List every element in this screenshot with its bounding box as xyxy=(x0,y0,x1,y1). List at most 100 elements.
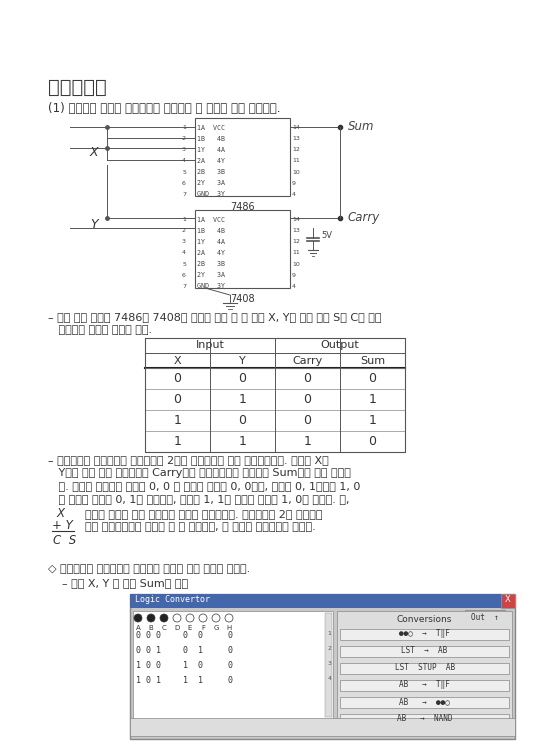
Circle shape xyxy=(147,614,155,622)
Text: 1: 1 xyxy=(304,435,311,448)
Text: AB   →  T‖F: AB → T‖F xyxy=(399,680,450,689)
Text: 0: 0 xyxy=(228,646,233,655)
Text: 6: 6 xyxy=(182,273,186,277)
Text: B: B xyxy=(149,625,154,631)
Text: 0: 0 xyxy=(368,435,376,448)
Text: Y: Y xyxy=(239,355,246,366)
Text: H: H xyxy=(227,625,232,631)
Text: LST  STUP  AB: LST STUP AB xyxy=(394,663,455,672)
Text: AB   →  ●●○: AB → ●●○ xyxy=(399,697,450,706)
Text: (1) 예비에서 구성한 반가산기를 구성하고 그 결과를 비교 검토하라.: (1) 예비에서 구성한 반가산기를 구성하고 그 결과를 비교 검토하라. xyxy=(48,102,280,115)
Text: ｉ．가산기: ｉ．가산기 xyxy=(48,78,107,97)
Text: 11: 11 xyxy=(292,158,300,164)
Text: X: X xyxy=(174,355,181,366)
Bar xyxy=(340,663,509,674)
Text: Y: Y xyxy=(90,219,98,231)
Bar xyxy=(145,338,405,452)
Circle shape xyxy=(212,614,220,622)
Text: Sum: Sum xyxy=(348,121,375,133)
Text: 1: 1 xyxy=(327,631,331,636)
Text: LST  →  AB: LST → AB xyxy=(401,646,448,655)
Text: 13: 13 xyxy=(292,136,300,141)
Text: ◇ 반가산기를 워크벤치로 확인하면 다음과 같은 결과를 얻는다.: ◇ 반가산기를 워크벤치로 확인하면 다음과 같은 결과를 얻는다. xyxy=(48,564,251,574)
Text: 0: 0 xyxy=(228,676,233,685)
Text: 1 0 1: 1 0 1 xyxy=(136,676,161,685)
Text: X: X xyxy=(505,595,511,604)
Bar xyxy=(130,594,515,608)
Text: Carry: Carry xyxy=(293,355,322,366)
Text: 1: 1 xyxy=(368,393,376,406)
Text: 0  0: 0 0 xyxy=(183,631,203,640)
Text: ●●○  →  T‖F: ●●○ → T‖F xyxy=(399,629,450,638)
Text: 0: 0 xyxy=(368,372,376,385)
Text: Sum: Sum xyxy=(360,355,385,366)
Text: 3: 3 xyxy=(182,239,186,244)
Text: 0: 0 xyxy=(228,631,233,640)
Text: 10: 10 xyxy=(292,262,300,267)
Text: + Y: + Y xyxy=(52,519,72,532)
Text: 0: 0 xyxy=(303,372,311,385)
Text: GND  3Y: GND 3Y xyxy=(197,284,225,290)
Text: 5V: 5V xyxy=(321,231,332,241)
Text: 1B   4B: 1B 4B xyxy=(197,228,225,234)
Bar xyxy=(337,611,512,720)
Bar xyxy=(340,646,509,657)
Text: – 위와 같이 빵판에 7486과 7408로 회로를 구성 한 후 입력 X, Y에 대한 출력 S과 C에 대한: – 위와 같이 빵판에 7486과 7408로 회로를 구성 한 후 입력 X,… xyxy=(48,312,382,322)
Text: 7486: 7486 xyxy=(230,202,255,212)
Bar xyxy=(195,210,290,288)
Text: C: C xyxy=(161,625,166,631)
Text: A: A xyxy=(135,625,140,631)
Circle shape xyxy=(160,614,168,622)
Text: 4: 4 xyxy=(292,192,296,197)
Text: 5: 5 xyxy=(182,170,186,175)
Text: 1: 1 xyxy=(239,435,246,448)
Text: 14: 14 xyxy=(292,125,300,130)
Text: 0: 0 xyxy=(303,393,311,406)
Bar xyxy=(325,613,332,717)
Bar xyxy=(340,697,509,708)
Text: 0: 0 xyxy=(228,661,233,670)
Text: X: X xyxy=(90,146,99,158)
Text: 진리표를 만들면 다음과 같다.: 진리표를 만들면 다음과 같다. xyxy=(48,325,152,335)
Text: 11: 11 xyxy=(292,250,300,256)
Text: 이것은 왼쪽과 같은 형식으로 덧셈이 이루어진다. 반가산기는 2진 연산에서: 이것은 왼쪽과 같은 형식으로 덧셈이 이루어진다. 반가산기는 2진 연산에서 xyxy=(85,509,322,519)
Text: 2B   3B: 2B 3B xyxy=(197,169,225,175)
Text: 0: 0 xyxy=(238,414,246,427)
Text: 7: 7 xyxy=(182,192,186,197)
Text: 다. 실험의 결과로는 입력이 0, 0 일 때에는 출력이 0, 0이며, 입력이 0, 1이거나 1, 0: 다. 실험의 결과로는 입력이 0, 0 일 때에는 출력이 0, 0이며, 입… xyxy=(48,481,360,491)
Text: 0: 0 xyxy=(238,372,246,385)
Text: 10: 10 xyxy=(292,170,300,175)
Text: 2Y   3A: 2Y 3A xyxy=(197,180,225,186)
Text: 3: 3 xyxy=(182,147,186,152)
Text: 1A  VCC: 1A VCC xyxy=(197,124,225,130)
Text: E: E xyxy=(188,625,192,631)
Text: 9: 9 xyxy=(292,181,296,185)
Text: Carry: Carry xyxy=(348,212,380,225)
Text: 2A   4Y: 2A 4Y xyxy=(197,250,225,256)
Text: 2Y   3A: 2Y 3A xyxy=(197,272,225,278)
Text: D: D xyxy=(174,625,180,631)
Text: 1  1: 1 1 xyxy=(183,676,203,685)
Text: – 입력 X, Y 에 대한 Sum의 결과: – 입력 X, Y 에 대한 Sum의 결과 xyxy=(62,578,188,588)
Circle shape xyxy=(199,614,207,622)
Text: 7: 7 xyxy=(182,284,186,289)
Text: 0: 0 xyxy=(174,393,182,406)
Text: 9: 9 xyxy=(292,273,296,277)
Text: 0: 0 xyxy=(174,372,182,385)
Text: 1: 1 xyxy=(174,435,181,448)
Text: 4: 4 xyxy=(182,250,186,256)
Text: Output: Output xyxy=(321,341,359,351)
Text: 1: 1 xyxy=(368,414,376,427)
Circle shape xyxy=(225,614,233,622)
Text: 4: 4 xyxy=(292,284,296,289)
Text: – 반가산기는 기본적으로 한자리수의 2진수 덧셈연산을 하는 조합회로이다. 결과는 X와: – 반가산기는 기본적으로 한자리수의 2진수 덧셈연산을 하는 조합회로이다.… xyxy=(48,455,329,465)
Text: AB   →  NAND: AB → NAND xyxy=(397,714,453,723)
Text: 4: 4 xyxy=(327,676,331,681)
Bar xyxy=(340,629,509,640)
Text: 1Y   4A: 1Y 4A xyxy=(197,147,225,153)
Text: 1 0 0: 1 0 0 xyxy=(136,661,161,670)
Text: 2A   4Y: 2A 4Y xyxy=(197,158,225,164)
Text: 2B   3B: 2B 3B xyxy=(197,261,225,267)
Text: 4: 4 xyxy=(182,158,186,164)
Bar xyxy=(501,594,515,608)
